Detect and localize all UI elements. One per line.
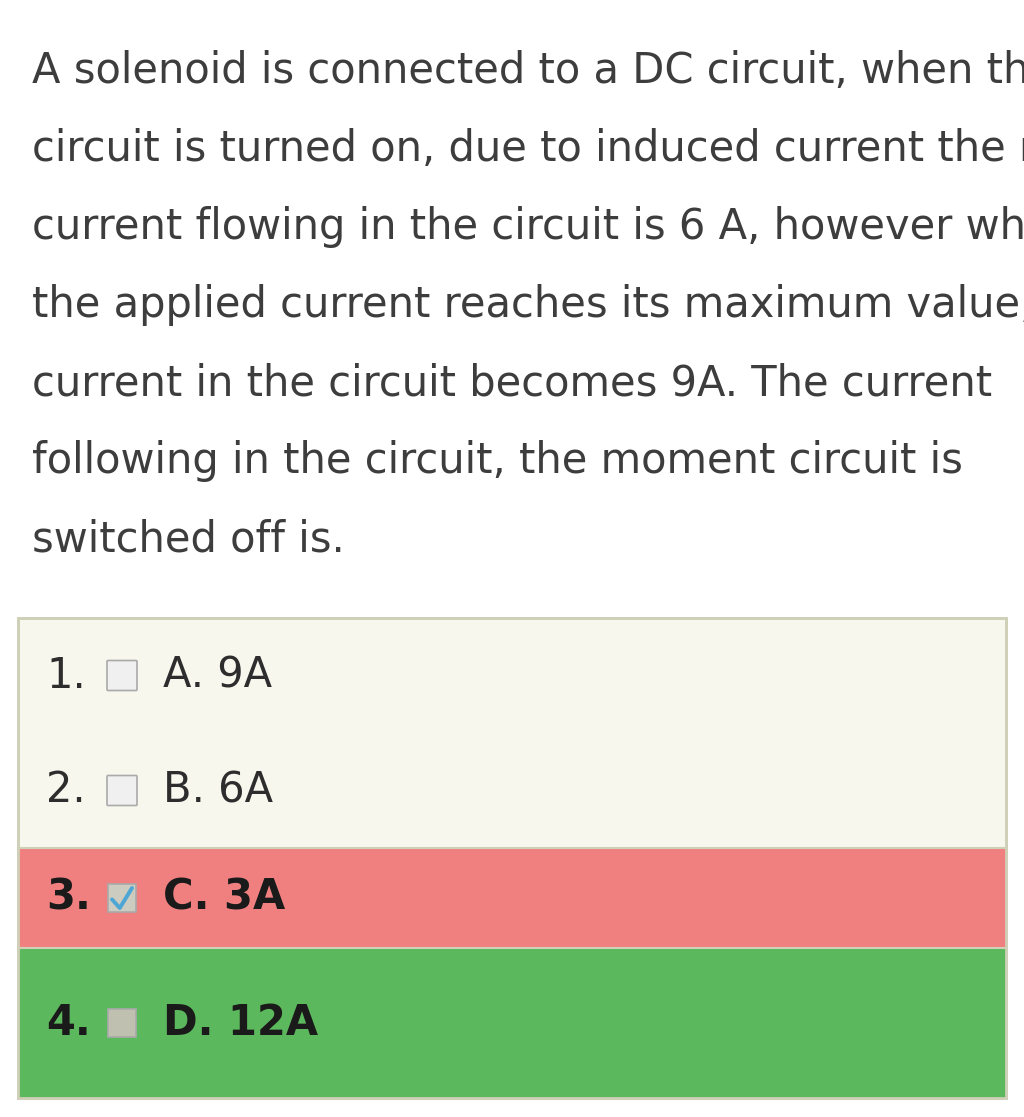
Text: D. 12A: D. 12A <box>163 1002 318 1044</box>
Text: the applied current reaches its maximum value, the: the applied current reaches its maximum … <box>32 284 1024 326</box>
FancyBboxPatch shape <box>106 660 137 690</box>
Bar <box>108 884 136 911</box>
Text: current in the circuit becomes 9A. The current: current in the circuit becomes 9A. The c… <box>32 362 992 404</box>
Text: circuit is turned on, due to induced current the net: circuit is turned on, due to induced cur… <box>32 128 1024 170</box>
Text: A. 9A: A. 9A <box>163 655 272 697</box>
Text: 2.: 2. <box>46 770 86 811</box>
Text: current flowing in the circuit is 6 A, however when: current flowing in the circuit is 6 A, h… <box>32 206 1024 248</box>
Bar <box>18 948 1006 1098</box>
Text: switched off is.: switched off is. <box>32 518 345 560</box>
Bar <box>18 848 1006 948</box>
Bar <box>108 1009 136 1037</box>
Bar <box>18 618 1006 1098</box>
Text: A solenoid is connected to a DC circuit, when the: A solenoid is connected to a DC circuit,… <box>32 50 1024 92</box>
Text: C. 3A: C. 3A <box>163 877 286 919</box>
Text: 3.: 3. <box>46 877 91 919</box>
Text: 1.: 1. <box>46 655 86 697</box>
Text: 4.: 4. <box>46 1002 91 1044</box>
FancyBboxPatch shape <box>106 775 137 805</box>
Bar <box>18 618 1006 1098</box>
Text: following in the circuit, the moment circuit is: following in the circuit, the moment cir… <box>32 440 963 483</box>
Text: B. 6A: B. 6A <box>163 770 273 811</box>
